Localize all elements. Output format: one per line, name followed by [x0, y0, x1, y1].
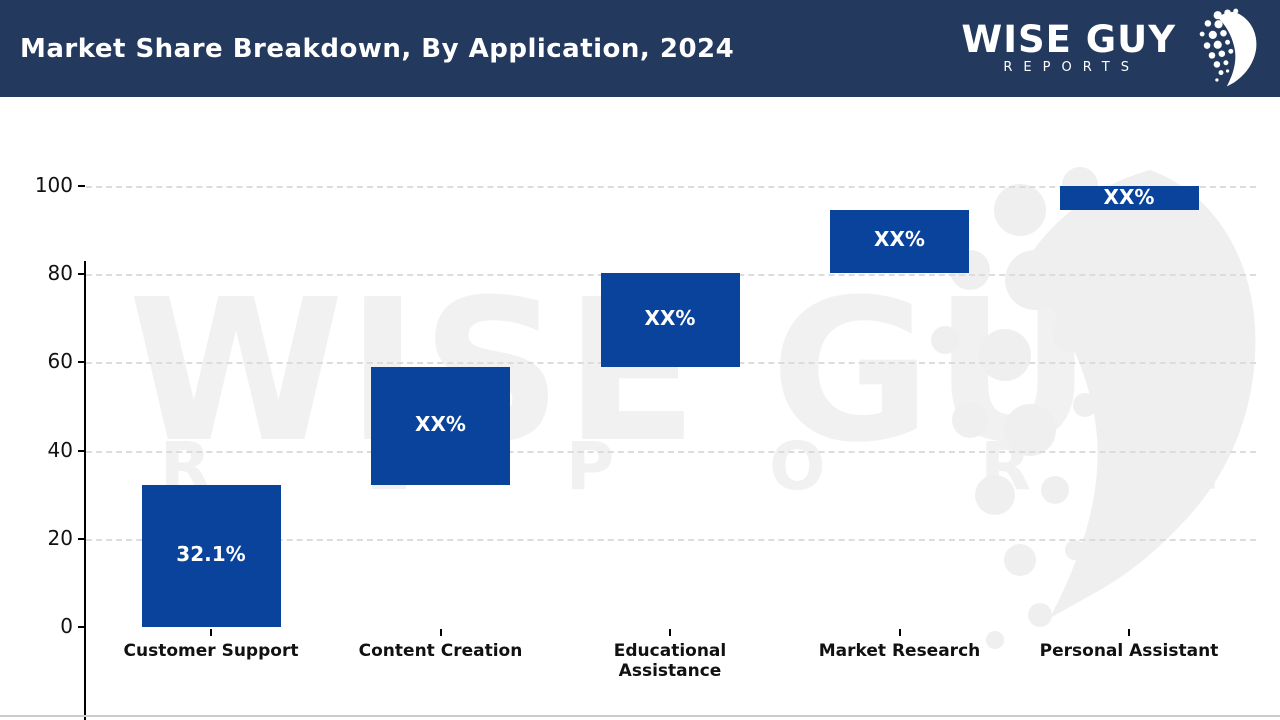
x-tick-2 — [669, 629, 671, 636]
x-category-label: Market Research — [818, 641, 981, 661]
page-title: Market Share Breakdown, By Application, … — [20, 33, 735, 64]
x-tick-0 — [210, 629, 212, 636]
y-tick-label-20: 20 — [47, 525, 73, 550]
y-tick-label-100: 100 — [34, 173, 73, 197]
header-bar: Market Share Breakdown, By Application, … — [0, 0, 1280, 97]
logo-wiseguy-label: WISE GUY — [961, 18, 1176, 61]
bar-value-label: XX% — [874, 227, 925, 252]
x-category-label: Personal Assistant — [1039, 641, 1219, 661]
x-tick-4 — [1128, 629, 1130, 636]
gridline-40 — [86, 450, 1256, 453]
y-tick-label-40: 40 — [47, 437, 73, 462]
x-category-label: Customer Support — [123, 641, 299, 661]
y-tick-label-80: 80 — [47, 261, 73, 286]
bar-value-label: XX% — [1103, 184, 1155, 209]
x-category-label: Educational Assistance — [613, 641, 727, 682]
y-tick-20 — [78, 537, 85, 540]
y-axis-line — [84, 261, 86, 720]
x-category-label: Content Creation — [358, 641, 523, 661]
gridline-100 — [86, 186, 1256, 188]
gridline-20 — [86, 538, 1256, 541]
bar-customer-support: 32.1% — [141, 485, 281, 627]
bottom-divider — [0, 715, 1280, 717]
logo-reports-label: REPORTS — [1003, 60, 1140, 75]
wiseguy-face-icon — [1199, 8, 1257, 87]
bar-value-label: XX% — [415, 412, 466, 437]
bar-educational-assistance: XX% — [600, 272, 740, 367]
bar-content-creation: XX% — [371, 366, 510, 486]
y-tick-80 — [78, 273, 85, 276]
y-tick-40 — [78, 449, 85, 452]
y-tick-100 — [78, 185, 85, 187]
x-tick-3 — [898, 629, 901, 636]
y-tick-label-60: 60 — [47, 349, 73, 374]
y-tick-60 — [78, 361, 85, 364]
bar-personal-assistant: XX% — [1059, 184, 1199, 210]
y-tick-0 — [78, 626, 85, 628]
wiseguy-logo: WISE GUY REPORTS — [961, 8, 1262, 88]
chart-area: 0 20 40 60 80 100 32.1% Customer Support XX% Cont… — [0, 97, 1280, 720]
bar-value-label: 32.1% — [176, 542, 246, 567]
y-tick-label-0: 0 — [60, 614, 73, 638]
bar-market-research: XX% — [830, 209, 969, 273]
wiseguy-logo-text: WISE GUY REPORTS — [961, 21, 1176, 75]
x-tick-1 — [439, 629, 442, 636]
bar-value-label: XX% — [644, 305, 696, 330]
